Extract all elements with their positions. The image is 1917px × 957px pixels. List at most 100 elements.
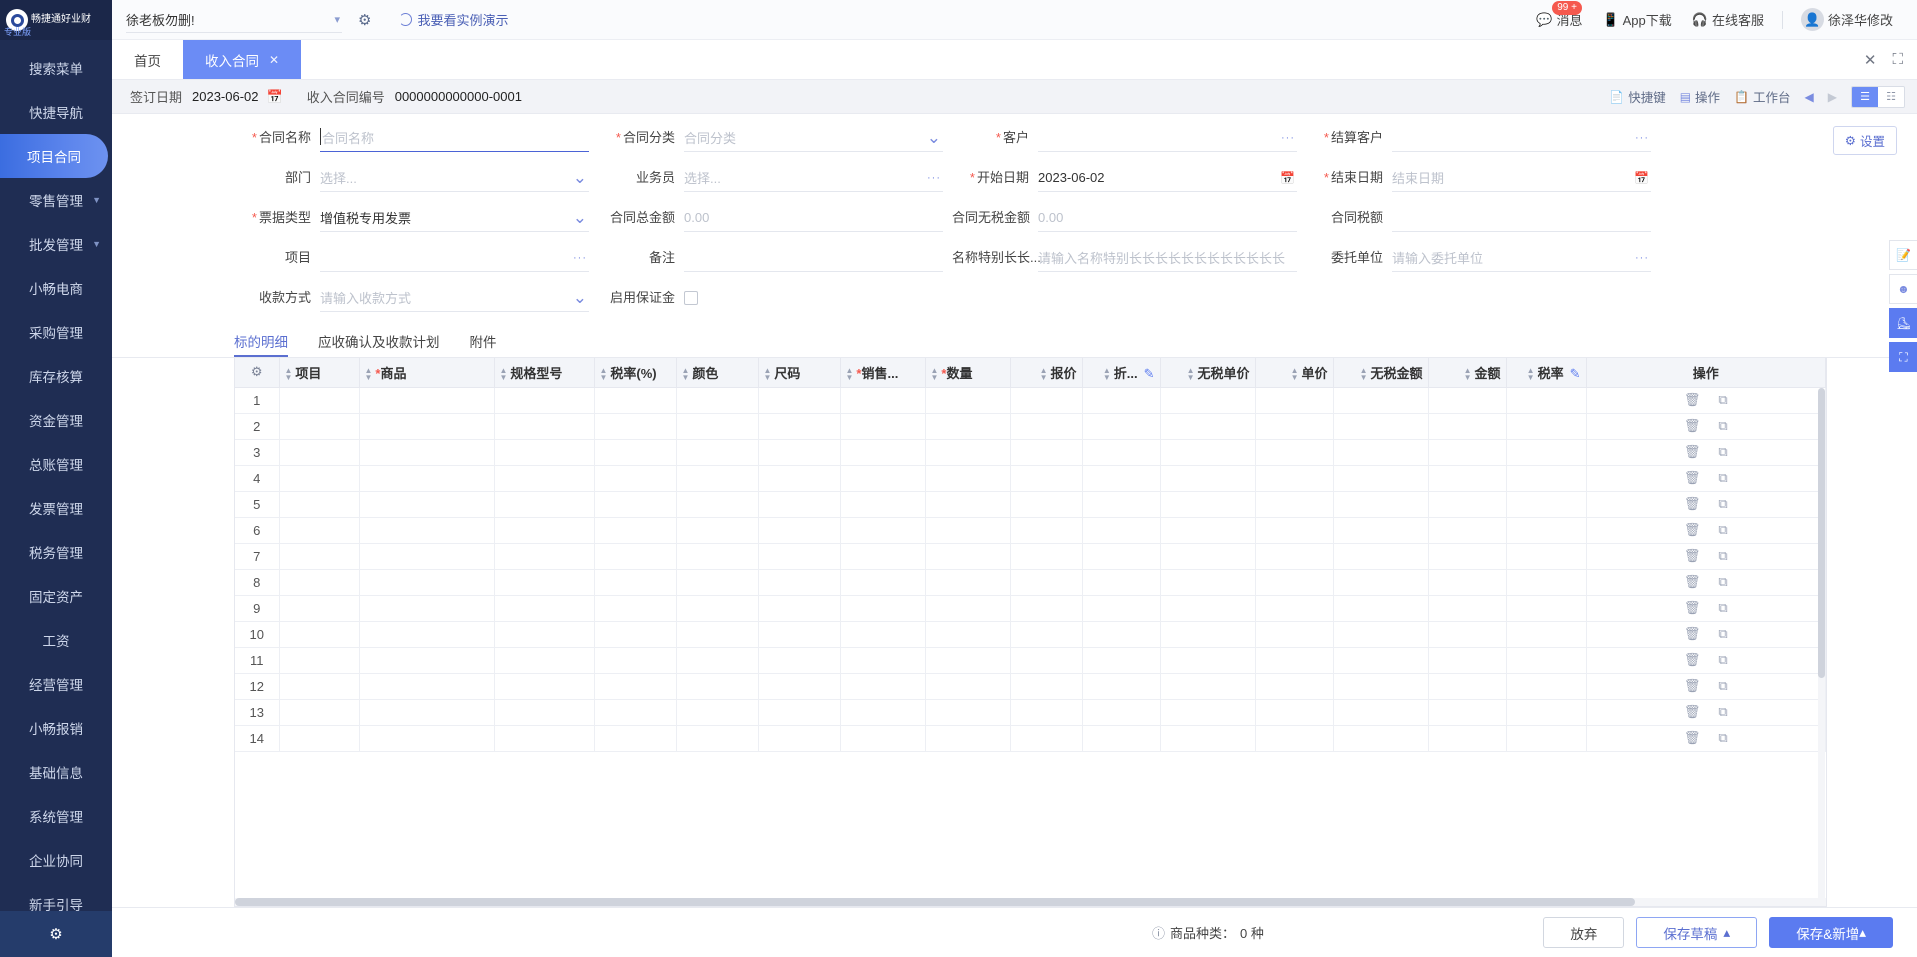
- column-header-2[interactable]: ▲ ▼ *商品: [359, 358, 495, 388]
- table-cell[interactable]: [1506, 595, 1587, 622]
- demo-link[interactable]: 我要看实例演示: [399, 10, 508, 29]
- table-cell[interactable]: [925, 413, 1011, 440]
- delete-icon[interactable]: 🗑: [1683, 444, 1701, 459]
- field-input[interactable]: 结束日期 📅: [1392, 164, 1651, 192]
- table-cell[interactable]: [594, 543, 677, 570]
- table-cell[interactable]: [359, 647, 495, 674]
- table-cell[interactable]: [594, 491, 677, 518]
- copy-icon[interactable]: ⧉: [1718, 730, 1728, 745]
- table-cell[interactable]: [925, 517, 1011, 544]
- column-header-0[interactable]: ⚙: [235, 358, 280, 388]
- sidebar-item-11[interactable]: 税务管理: [0, 530, 112, 574]
- table-cell[interactable]: [1333, 725, 1429, 752]
- gear-icon[interactable]: ⚙: [49, 926, 63, 943]
- sidebar-item-0[interactable]: 搜索菜单: [0, 46, 112, 90]
- support-icon[interactable]: ☻: [1889, 274, 1917, 304]
- table-row[interactable]: 9 🗑 ⧉: [235, 595, 1826, 622]
- field-input[interactable]: ···: [320, 244, 589, 272]
- table-cell[interactable]: [1160, 491, 1256, 518]
- sort-icon[interactable]: ▲ ▼: [930, 366, 939, 383]
- table-cell[interactable]: [1428, 725, 1507, 752]
- table-cell[interactable]: [1255, 647, 1334, 674]
- field-input[interactable]: ···: [1038, 124, 1297, 152]
- sidebar-item-13[interactable]: 工资: [0, 618, 112, 662]
- table-cell[interactable]: [1010, 595, 1083, 622]
- table-cell[interactable]: [1160, 621, 1256, 648]
- table-cell[interactable]: [279, 595, 360, 622]
- table-cell[interactable]: [1333, 673, 1429, 700]
- table-cell[interactable]: [359, 595, 495, 622]
- scrollbar-thumb[interactable]: [235, 898, 1636, 906]
- table-cell[interactable]: [1082, 595, 1161, 622]
- table-cell[interactable]: [925, 491, 1011, 518]
- note-icon[interactable]: 📝: [1889, 240, 1917, 270]
- copy-icon[interactable]: ⧉: [1718, 444, 1728, 459]
- table-cell[interactable]: [758, 569, 841, 596]
- delete-icon[interactable]: 🗑: [1683, 418, 1701, 433]
- field-input[interactable]: 选择... ⌄: [320, 164, 589, 192]
- table-cell[interactable]: [1333, 569, 1429, 596]
- table-cell[interactable]: [1010, 647, 1083, 674]
- field-input[interactable]: 合同分类 ⌄: [684, 124, 943, 152]
- sidebar-item-1[interactable]: 快捷导航: [0, 90, 112, 134]
- field-input[interactable]: 请输入名称特别长长长长长长长长长长长长: [1038, 244, 1297, 272]
- table-cell[interactable]: [758, 543, 841, 570]
- table-row[interactable]: 2 🗑 ⧉: [235, 413, 1826, 440]
- copy-icon[interactable]: ⧉: [1718, 626, 1728, 641]
- table-cell[interactable]: [676, 621, 759, 648]
- sort-icon[interactable]: ▲ ▼: [1526, 366, 1535, 383]
- chevron-left-icon[interactable]: ◀: [1804, 89, 1814, 104]
- table-cell[interactable]: [1333, 387, 1429, 414]
- table-cell[interactable]: [594, 673, 677, 700]
- table-cell[interactable]: [1428, 465, 1507, 492]
- table-cell[interactable]: [279, 387, 360, 414]
- delete-icon[interactable]: 🗑: [1683, 730, 1701, 745]
- card-view-icon[interactable]: ☷: [1878, 86, 1904, 107]
- chevron-down-icon[interactable]: ▾: [334, 13, 340, 26]
- field-input[interactable]: 请输入收款方式 ⌄: [320, 284, 589, 312]
- table-cell[interactable]: [758, 595, 841, 622]
- table-cell[interactable]: [1255, 569, 1334, 596]
- table-cell[interactable]: [279, 647, 360, 674]
- table-cell[interactable]: [1428, 387, 1507, 414]
- table-cell[interactable]: [1333, 439, 1429, 466]
- sort-icon[interactable]: ▲ ▼: [1102, 366, 1111, 383]
- table-cell[interactable]: [1010, 465, 1083, 492]
- gear-icon[interactable]: ⚙: [250, 364, 263, 380]
- table-cell[interactable]: [1255, 465, 1334, 492]
- table-cell[interactable]: [359, 621, 495, 648]
- table-cell[interactable]: [1010, 569, 1083, 596]
- column-header-15[interactable]: ▲ ▼ 税率 ✎: [1506, 358, 1587, 388]
- table-cell[interactable]: [279, 491, 360, 518]
- more-dots-icon[interactable]: ···: [927, 171, 941, 184]
- table-cell[interactable]: [494, 543, 595, 570]
- table-cell[interactable]: [494, 465, 595, 492]
- operation-button[interactable]: ▤ 操作: [1680, 87, 1720, 106]
- calendar-icon[interactable]: 📅: [1280, 170, 1295, 185]
- table-cell[interactable]: [676, 439, 759, 466]
- sort-icon[interactable]: ▲ ▼: [364, 366, 373, 383]
- sort-icon[interactable]: ▲ ▼: [1039, 366, 1048, 383]
- messages-button[interactable]: 💬 消息 99 +: [1528, 1, 1590, 29]
- table-cell[interactable]: [758, 647, 841, 674]
- table-cell[interactable]: [1506, 621, 1587, 648]
- table-cell[interactable]: [1160, 673, 1256, 700]
- table-cell[interactable]: [494, 725, 595, 752]
- column-header-5[interactable]: ▲ ▼ 颜色: [676, 358, 759, 388]
- chevron-up-icon[interactable]: ▴: [1859, 924, 1866, 940]
- table-cell[interactable]: [359, 569, 495, 596]
- table-cell[interactable]: [925, 725, 1011, 752]
- table-cell[interactable]: [840, 491, 926, 518]
- save-draft-button[interactable]: 保存草稿 ▴: [1636, 917, 1758, 948]
- sort-icon[interactable]: ▲ ▼: [763, 366, 772, 383]
- more-dots-icon[interactable]: ···: [573, 251, 587, 264]
- table-cell[interactable]: [1333, 699, 1429, 726]
- table-cell[interactable]: [1160, 465, 1256, 492]
- table-cell[interactable]: [359, 543, 495, 570]
- table-cell[interactable]: [840, 387, 926, 414]
- table-cell[interactable]: [1010, 673, 1083, 700]
- table-cell[interactable]: [676, 543, 759, 570]
- table-cell[interactable]: [1082, 517, 1161, 544]
- table-cell[interactable]: [594, 595, 677, 622]
- delete-icon[interactable]: 🗑: [1683, 574, 1701, 589]
